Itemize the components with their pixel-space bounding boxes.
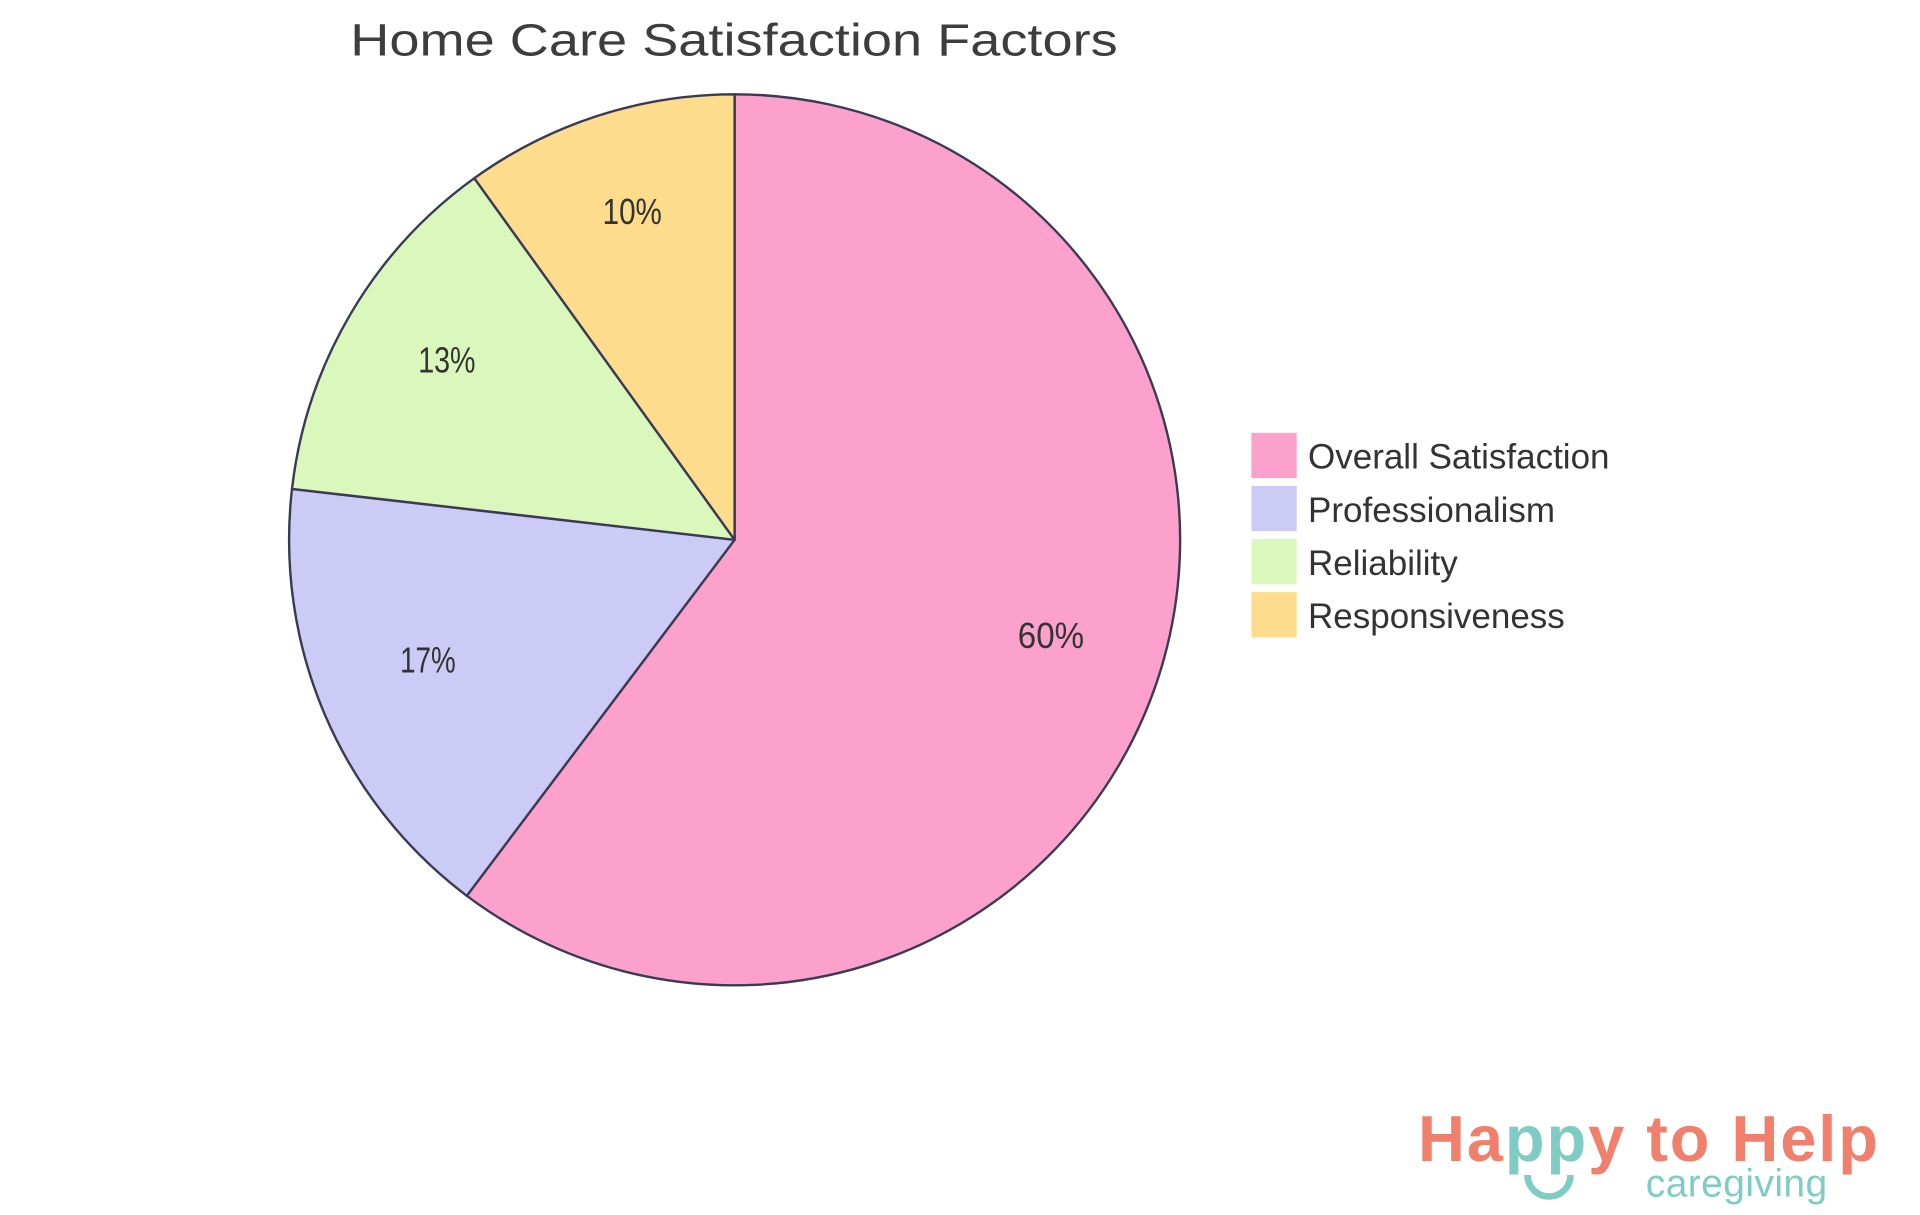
svg-text:Home Care Satisfaction Factors: Home Care Satisfaction Factors (350, 15, 1117, 66)
svg-text:Happy to Help: Happy to Help (1418, 1102, 1878, 1175)
svg-text:Reliability: Reliability (1308, 544, 1458, 583)
svg-text:60%: 60% (1018, 615, 1084, 656)
svg-text:Responsiveness: Responsiveness (1308, 597, 1565, 636)
svg-text:caregiving: caregiving (1646, 1163, 1827, 1206)
svg-text:13%: 13% (418, 340, 475, 381)
svg-text:Overall Satisfaction: Overall Satisfaction (1308, 438, 1610, 477)
svg-text:10%: 10% (603, 191, 662, 232)
svg-text:Professionalism: Professionalism (1308, 491, 1555, 530)
svg-text:17%: 17% (400, 640, 456, 681)
